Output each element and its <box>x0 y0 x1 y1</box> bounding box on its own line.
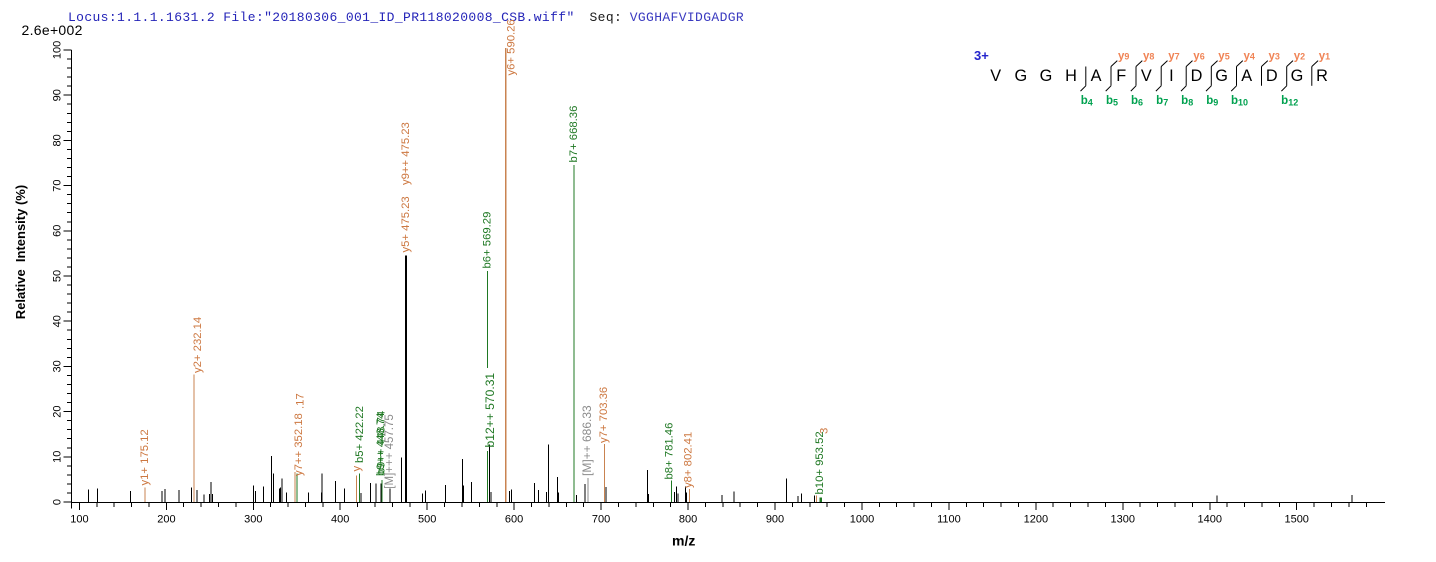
svg-text:y7+ 703.36: y7+ 703.36 <box>598 387 610 443</box>
svg-text:1000: 1000 <box>850 514 874 526</box>
svg-text:b6: b6 <box>1131 95 1143 108</box>
svg-text:100: 100 <box>70 514 88 526</box>
svg-text:500: 500 <box>418 514 436 526</box>
svg-text:y: y <box>351 466 363 472</box>
svg-text:1400: 1400 <box>1198 514 1222 526</box>
svg-text:Relative Intensity (%): Relative Intensity (%) <box>13 185 28 319</box>
svg-text:b10: b10 <box>1231 95 1248 108</box>
svg-text:b4: b4 <box>1081 95 1093 108</box>
svg-text:900: 900 <box>766 514 784 526</box>
svg-text:G: G <box>1291 67 1304 85</box>
svg-text:1500: 1500 <box>1284 514 1308 526</box>
svg-text:b7+ 668.36: b7+ 668.36 <box>568 106 580 163</box>
svg-text:50: 50 <box>52 270 64 282</box>
svg-text:R: R <box>1316 67 1328 85</box>
svg-text:y1: y1 <box>1319 51 1330 63</box>
svg-text:0: 0 <box>52 499 64 505</box>
svg-text:y9++ 475.23: y9++ 475.23 <box>400 122 412 185</box>
svg-text:V: V <box>990 67 1001 85</box>
svg-text:y1+ 175.12: y1+ 175.12 <box>139 429 151 485</box>
svg-text:y5+ 475.23: y5+ 475.23 <box>400 196 412 252</box>
svg-text:b9++ 448.74: b9++ 448.74 <box>376 411 388 474</box>
svg-text:700: 700 <box>592 514 610 526</box>
svg-text:H: H <box>1065 67 1077 85</box>
svg-text:[M]+++ 457.75: [M]+++ 457.75 <box>384 414 396 489</box>
svg-text:b9: b9 <box>1206 95 1218 108</box>
svg-text:1300: 1300 <box>1111 514 1135 526</box>
svg-text:y8+ 802.41: y8+ 802.41 <box>683 432 695 488</box>
svg-text:30: 30 <box>52 360 64 372</box>
svg-text:1200: 1200 <box>1024 514 1048 526</box>
svg-text:40: 40 <box>52 315 64 327</box>
svg-text:200: 200 <box>157 514 175 526</box>
svg-text:b5: b5 <box>1106 95 1118 108</box>
svg-text:b8: b8 <box>1181 95 1193 108</box>
svg-text:20: 20 <box>52 405 64 417</box>
svg-text:D: D <box>1191 67 1203 85</box>
svg-text:90: 90 <box>52 89 64 101</box>
svg-text:G: G <box>1014 67 1027 85</box>
svg-text:b5+ 422.22: b5+ 422.22 <box>354 406 366 463</box>
svg-text:A: A <box>1241 67 1252 85</box>
svg-text:800: 800 <box>679 514 697 526</box>
svg-text:600: 600 <box>505 514 523 526</box>
svg-text:y7: y7 <box>1168 51 1179 63</box>
svg-text:10: 10 <box>52 451 64 463</box>
svg-text:y8: y8 <box>1143 51 1154 63</box>
svg-text:2.6e+002: 2.6e+002 <box>22 22 83 38</box>
svg-text:y2: y2 <box>1294 51 1305 63</box>
svg-text:80: 80 <box>52 134 64 146</box>
svg-text:Seq:: Seq: <box>590 10 623 25</box>
svg-text:b7: b7 <box>1156 95 1168 108</box>
svg-text:V: V <box>1141 67 1152 85</box>
svg-text:100: 100 <box>52 41 64 59</box>
svg-text:.17: .17 <box>295 393 307 409</box>
svg-text:b12: b12 <box>1281 95 1298 108</box>
svg-text:b6+ 569.29: b6+ 569.29 <box>482 212 494 269</box>
svg-text:y5: y5 <box>1218 51 1229 63</box>
svg-text:y9: y9 <box>1118 51 1129 63</box>
svg-text:G: G <box>1040 67 1053 85</box>
svg-text:1100: 1100 <box>937 514 961 526</box>
svg-text:F: F <box>1116 67 1126 85</box>
svg-text:Locus:1.1.1.1631.2 File:"20180: Locus:1.1.1.1631.2 File:"20180306_001_ID… <box>68 10 575 25</box>
svg-text:VGGHAFVIDGADGR: VGGHAFVIDGADGR <box>630 10 744 25</box>
svg-text:y4: y4 <box>1244 51 1255 63</box>
svg-text:70: 70 <box>52 179 64 191</box>
svg-text:b12++ 570.31: b12++ 570.31 <box>483 373 497 448</box>
svg-text:b9++ 448.74: b9++ 448.74 <box>375 413 387 476</box>
svg-text:G: G <box>1215 67 1228 85</box>
svg-text:b8+ 781.46: b8+ 781.46 <box>664 423 676 480</box>
svg-text:b10+ 953.52: b10+ 953.52 <box>814 431 826 494</box>
svg-text:[M]++ 686.33: [M]++ 686.33 <box>580 405 594 476</box>
svg-text:I: I <box>1169 67 1174 85</box>
svg-text:y2+ 232.14: y2+ 232.14 <box>192 317 204 373</box>
svg-text:A: A <box>1091 67 1102 85</box>
svg-text:y3: y3 <box>1269 51 1280 63</box>
svg-text:400: 400 <box>331 514 349 526</box>
svg-text:y6: y6 <box>1193 51 1204 63</box>
svg-text:300: 300 <box>244 514 262 526</box>
svg-text:y7++ 352.18: y7++ 352.18 <box>293 413 305 476</box>
svg-text:3+: 3+ <box>974 48 989 63</box>
svg-text:m/z: m/z <box>672 533 695 549</box>
svg-text:y6+ 590.26: y6+ 590.26 <box>506 19 518 75</box>
svg-text:60: 60 <box>52 225 64 237</box>
svg-text:D: D <box>1266 67 1278 85</box>
svg-text:3: 3 <box>819 428 831 434</box>
